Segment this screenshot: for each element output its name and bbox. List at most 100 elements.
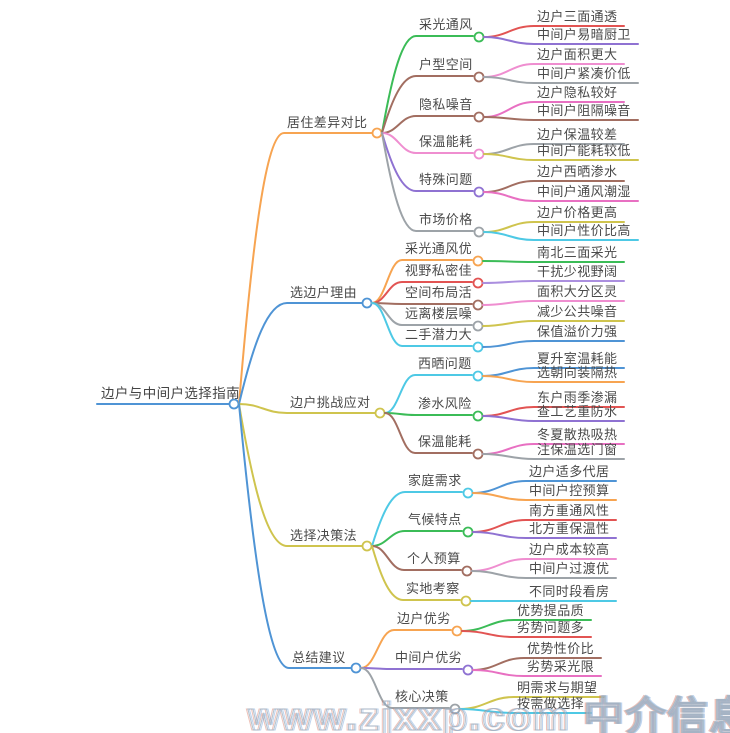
node-connector[interactable]: [472, 299, 484, 311]
leaf-node[interactable]: 边户保温较差: [537, 127, 618, 142]
node-connector[interactable]: [462, 664, 474, 676]
sub-branch-node[interactable]: 空间布局活: [405, 285, 473, 300]
sub-branch-node[interactable]: 保温能耗: [418, 434, 472, 449]
sub-branch-node[interactable]: 实地考察: [406, 581, 460, 596]
node-connector[interactable]: [473, 226, 485, 238]
leaf-node[interactable]: 中间户通风潮湿: [537, 184, 631, 199]
node-connector[interactable]: [461, 565, 473, 577]
node-connector[interactable]: [473, 148, 485, 160]
leaf-node[interactable]: 中间户紧凑价低: [537, 66, 631, 81]
mindmap-edge: [483, 76, 639, 84]
sub-branch-node[interactable]: 气候特点: [408, 512, 462, 527]
leaf-node[interactable]: 按需做选择: [517, 696, 585, 711]
leaf-node[interactable]: 中间户控预算: [529, 483, 610, 498]
node-connector[interactable]: [460, 595, 472, 607]
leaf-node[interactable]: 边户成本较高: [529, 542, 610, 557]
leaf-node[interactable]: 边户三面通透: [537, 9, 618, 24]
leaf-node[interactable]: 优势性价比: [527, 641, 595, 656]
sub-branch-node[interactable]: 视野私密佳: [405, 263, 473, 278]
leaf-node[interactable]: 中间户阻隔噪音: [537, 103, 631, 118]
node-connector[interactable]: [374, 407, 386, 419]
node-connector[interactable]: [473, 111, 485, 123]
leaf-node[interactable]: 劣势采光限: [527, 659, 595, 674]
leaf-node[interactable]: 东户雨季渗漏: [537, 390, 618, 405]
leaf-node[interactable]: 查工艺重防水: [537, 404, 618, 419]
leaf-node[interactable]: 边户面积更大: [537, 47, 618, 62]
leaf-node[interactable]: 南北三面采光: [537, 245, 618, 260]
mindmap-edge: [482, 340, 625, 348]
node-connector[interactable]: [361, 540, 373, 552]
node-connector[interactable]: [472, 448, 484, 460]
node-connector[interactable]: [472, 320, 484, 332]
node-connector[interactable]: [472, 370, 484, 382]
mindmap-edge: [360, 629, 452, 669]
sub-branch-node[interactable]: 采光通风优: [405, 241, 473, 256]
sub-branch-node[interactable]: 家庭需求: [408, 473, 462, 488]
leaf-node[interactable]: 面积大分区灵: [537, 284, 618, 299]
sub-branch-node[interactable]: 边户优劣: [397, 611, 451, 626]
leaf-node[interactable]: 夏升室温耗能: [537, 351, 618, 366]
mindmap-edge: [482, 415, 625, 422]
sub-branch-node[interactable]: 二手潜力大: [405, 327, 473, 342]
mindmap-edge: [459, 708, 592, 714]
node-connector[interactable]: [462, 526, 474, 538]
leaf-node[interactable]: 干扰少视野阔: [537, 264, 618, 279]
mindmap-edge: [238, 132, 373, 405]
leaf-node[interactable]: 优势提品质: [517, 603, 585, 618]
node-connector[interactable]: [449, 703, 461, 715]
leaf-node[interactable]: 不同时段看房: [529, 584, 610, 599]
leaf-node[interactable]: 选朝向装隔热: [537, 365, 618, 380]
node-connector[interactable]: [462, 487, 474, 499]
leaf-node[interactable]: 冬夏散热吸热: [537, 427, 618, 442]
sub-branch-node[interactable]: 中间户优劣: [395, 650, 463, 665]
sub-branch-node[interactable]: 西晒问题: [418, 356, 472, 371]
node-connector[interactable]: [473, 71, 485, 83]
sub-branch-node[interactable]: 渗水风险: [418, 396, 472, 411]
leaf-node[interactable]: 中间户易暗厨卫: [537, 27, 631, 42]
mindmap-edge: [483, 231, 639, 241]
node-connector[interactable]: [473, 186, 485, 198]
sub-branch-node[interactable]: 隐私噪音: [419, 97, 473, 112]
node-connector[interactable]: [472, 341, 484, 353]
sub-branch-node[interactable]: 户型空间: [419, 57, 473, 72]
leaf-node[interactable]: 保值溢价力强: [537, 324, 618, 339]
sub-branch-node[interactable]: 市场价格: [419, 212, 473, 227]
leaf-node[interactable]: 中间户过渡优: [529, 561, 610, 576]
leaf-node[interactable]: 边户适多代居: [529, 464, 610, 479]
branch-node[interactable]: 选择决策法: [290, 528, 358, 543]
leaf-node[interactable]: 北方重保温性: [529, 521, 610, 536]
node-connector[interactable]: [361, 297, 373, 309]
leaf-node[interactable]: 南方重通风性: [529, 503, 610, 518]
sub-branch-node[interactable]: 特殊问题: [419, 172, 473, 187]
branch-node[interactable]: 选边户理由: [290, 285, 358, 300]
leaf-node[interactable]: 边户隐私较好: [537, 85, 618, 100]
mindmap-edge: [371, 545, 461, 601]
mindmap-edge: [483, 116, 639, 121]
leaf-node[interactable]: 注保温选门窗: [537, 442, 618, 457]
sub-branch-node[interactable]: 远离楼层噪: [405, 306, 473, 321]
node-connector[interactable]: [472, 255, 484, 267]
node-connector[interactable]: [472, 410, 484, 422]
node-connector[interactable]: [451, 625, 463, 637]
leaf-node[interactable]: 劣势问题多: [517, 620, 585, 635]
node-connector[interactable]: [350, 662, 362, 674]
sub-branch-node[interactable]: 核心决策: [395, 689, 449, 704]
node-connector[interactable]: [371, 127, 383, 139]
node-connector[interactable]: [473, 31, 485, 43]
leaf-node[interactable]: 减少公共噪音: [537, 304, 618, 319]
branch-node[interactable]: 边户挑战应对: [290, 395, 371, 410]
node-connector[interactable]: [472, 277, 484, 289]
sub-branch-node[interactable]: 个人预算: [407, 551, 461, 566]
branch-node[interactable]: 居住差异对比: [287, 115, 368, 130]
leaf-node[interactable]: 边户价格更高: [537, 205, 618, 220]
root-node[interactable]: 边户与中间户选择指南: [101, 386, 240, 401]
leaf-node[interactable]: 边户西晒渗水: [537, 164, 618, 179]
sub-branch-node[interactable]: 采光通风: [419, 17, 473, 32]
branch-node[interactable]: 总结建议: [292, 650, 346, 665]
mindmap-edge: [461, 630, 592, 638]
leaf-node[interactable]: 中间户能耗较低: [537, 143, 631, 158]
leaf-node[interactable]: 明需求与期望: [517, 680, 598, 695]
sub-branch-node[interactable]: 保温能耗: [419, 134, 473, 149]
leaf-node[interactable]: 中间户性价比高: [537, 223, 631, 238]
